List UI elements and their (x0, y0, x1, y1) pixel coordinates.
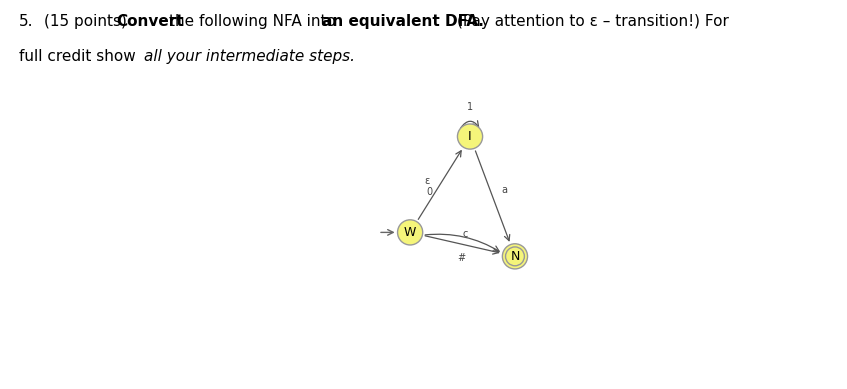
Text: 5.: 5. (19, 14, 33, 29)
Text: 1: 1 (467, 102, 473, 112)
Text: c: c (462, 229, 468, 239)
Text: 0: 0 (426, 187, 432, 197)
Text: #: # (457, 253, 465, 263)
Text: full credit show: full credit show (19, 49, 136, 64)
Text: N: N (510, 250, 520, 263)
Text: a: a (501, 186, 507, 195)
Text: I: I (468, 130, 472, 143)
Text: an equivalent DFA.: an equivalent DFA. (322, 14, 484, 29)
Text: (Pay attention to ε – transition!) For: (Pay attention to ε – transition!) For (457, 14, 729, 29)
Circle shape (397, 220, 423, 245)
Text: all your intermediate steps.: all your intermediate steps. (144, 49, 355, 64)
Circle shape (502, 244, 528, 269)
Text: ε: ε (424, 177, 429, 186)
Text: (15 points): (15 points) (44, 14, 127, 29)
Text: W: W (404, 226, 417, 239)
Text: Convert: Convert (116, 14, 184, 29)
Circle shape (457, 124, 483, 149)
Text: the following NFA into: the following NFA into (169, 14, 336, 29)
